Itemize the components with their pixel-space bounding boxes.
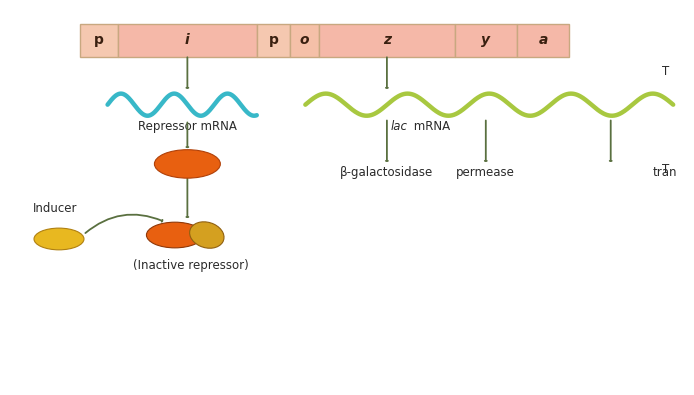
FancyBboxPatch shape bbox=[455, 24, 517, 57]
Text: Repressor mRNA: Repressor mRNA bbox=[138, 120, 237, 134]
FancyBboxPatch shape bbox=[517, 24, 569, 57]
Ellipse shape bbox=[146, 222, 203, 248]
Text: z: z bbox=[383, 34, 391, 47]
Text: Inducer: Inducer bbox=[33, 202, 78, 215]
Text: β-galactosidase: β-galactosidase bbox=[340, 166, 434, 179]
Text: a: a bbox=[539, 34, 548, 47]
FancyBboxPatch shape bbox=[80, 24, 118, 57]
Text: p: p bbox=[269, 34, 278, 47]
Ellipse shape bbox=[34, 228, 84, 250]
FancyBboxPatch shape bbox=[118, 24, 257, 57]
Text: T: T bbox=[663, 164, 670, 176]
Ellipse shape bbox=[189, 222, 224, 248]
Text: y: y bbox=[482, 34, 490, 47]
Text: tran: tran bbox=[652, 166, 677, 179]
Text: p: p bbox=[94, 34, 104, 47]
Text: T: T bbox=[663, 65, 670, 77]
FancyBboxPatch shape bbox=[290, 24, 319, 57]
Text: i: i bbox=[185, 34, 189, 47]
FancyBboxPatch shape bbox=[319, 24, 455, 57]
Text: o: o bbox=[300, 34, 310, 47]
FancyBboxPatch shape bbox=[257, 24, 290, 57]
Ellipse shape bbox=[154, 150, 221, 178]
Text: (Inactive repressor): (Inactive repressor) bbox=[133, 259, 248, 272]
Text: lac: lac bbox=[390, 120, 407, 134]
Text: permease: permease bbox=[457, 166, 515, 179]
Text: mRNA: mRNA bbox=[409, 120, 450, 134]
